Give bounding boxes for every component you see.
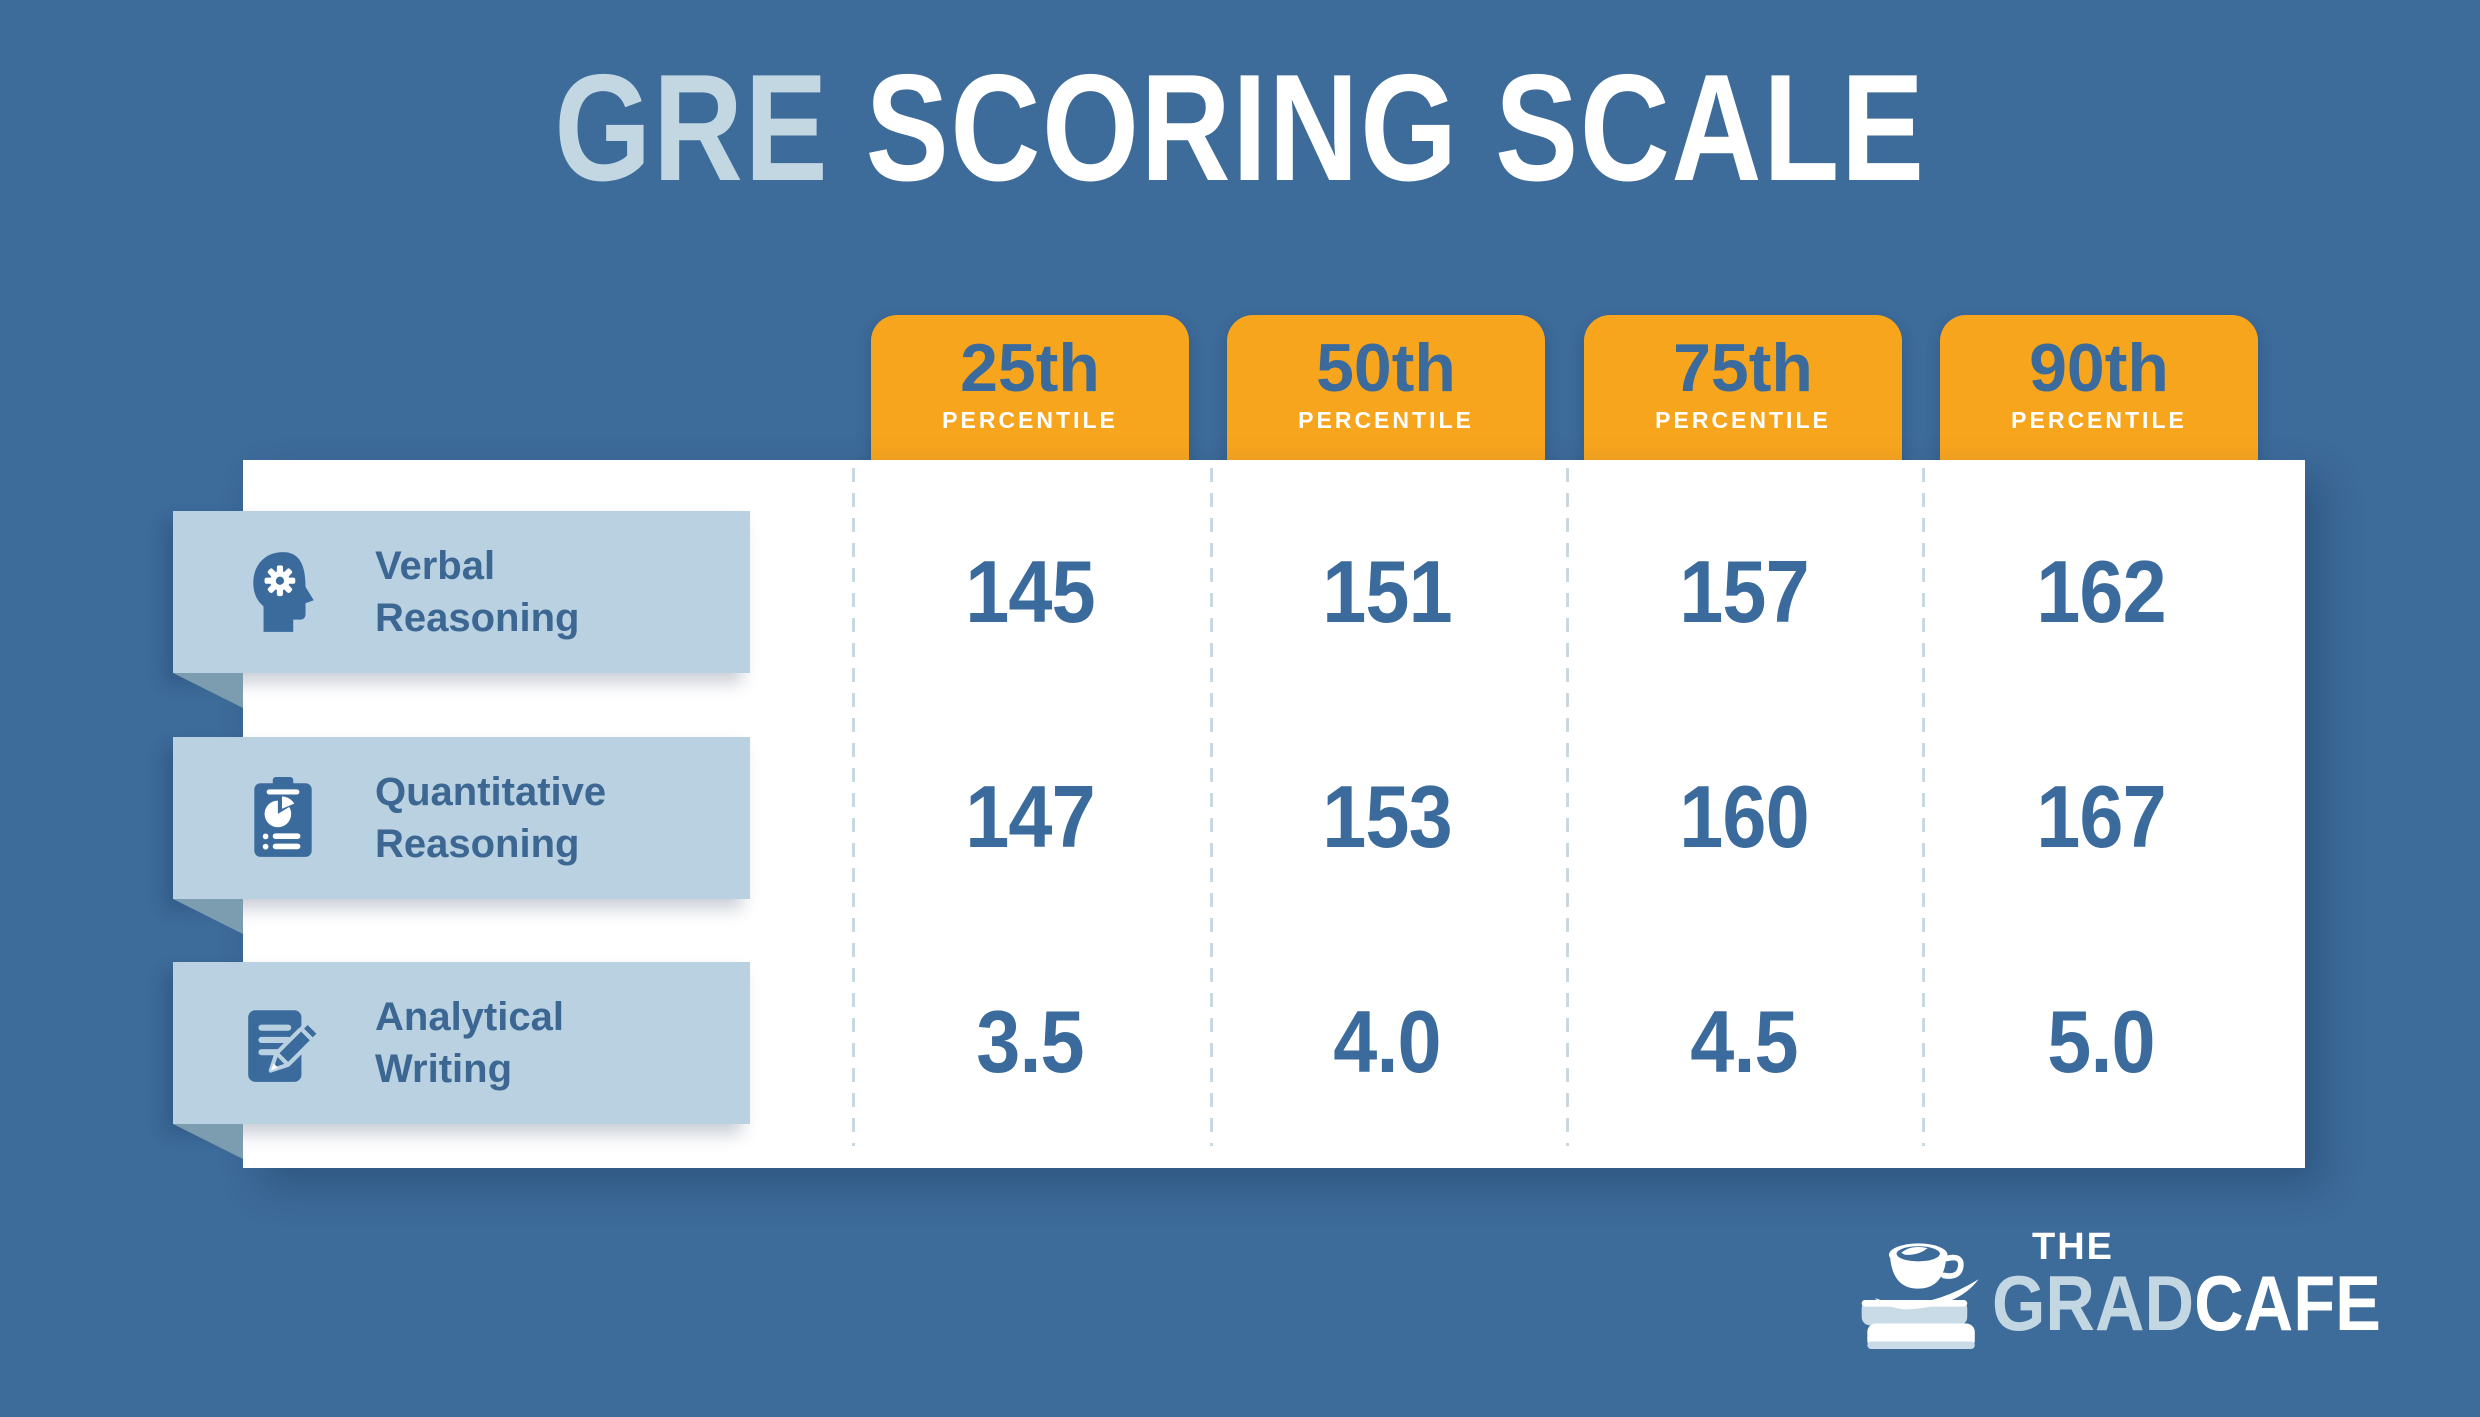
- logo-cafe-text: CAFE: [2194, 1259, 2381, 1347]
- percentile-label: PERCENTILE: [1298, 407, 1474, 433]
- score-cell: 167: [2036, 767, 2166, 866]
- score-cell: 157: [1679, 542, 1809, 641]
- row-label-text: Quantitative Reasoning: [375, 770, 607, 866]
- ribbon-fold: [173, 673, 243, 708]
- column-header-75th: 75th PERCENTILE: [1584, 315, 1902, 485]
- row-label-text: Verbal Reasoning: [375, 544, 580, 640]
- score-cell: 4.5: [1690, 992, 1798, 1091]
- title-highlight: GRE: [554, 43, 830, 213]
- row-label-quantitative-reasoning: Quantitative Reasoning: [173, 737, 750, 899]
- score-cell: 4.0: [1333, 992, 1441, 1091]
- column-header-90th: 90th PERCENTILE: [1940, 315, 2258, 485]
- logo-grad-text: GRAD: [1992, 1259, 2195, 1347]
- percentile-value: 50th: [1316, 330, 1456, 406]
- percentile-label: PERCENTILE: [942, 407, 1118, 433]
- row-label-text: Analytical Writing: [375, 995, 564, 1091]
- head-gear-icon: [253, 552, 314, 632]
- percentile-label: PERCENTILE: [2011, 407, 2187, 433]
- percentile-value: 90th: [2029, 330, 2169, 406]
- percentile-label: PERCENTILE: [1655, 407, 1831, 433]
- column-separator: [1922, 468, 1925, 1146]
- percentile-value: 25th: [960, 330, 1100, 406]
- column-separator: [852, 468, 855, 1146]
- ribbon-fold: [173, 1124, 243, 1159]
- score-cell: 3.5: [976, 992, 1084, 1091]
- column-separator: [1566, 468, 1569, 1146]
- row-label-analytical-writing: Analytical Writing: [173, 962, 750, 1124]
- row-label-verbal-reasoning: Verbal Reasoning: [173, 511, 750, 673]
- clipboard-chart-icon: [254, 777, 312, 857]
- score-cell: 145: [965, 542, 1095, 641]
- gradcafe-logo: GRADCAFE: [1992, 1258, 2381, 1349]
- page-title: GRE SCORING SCALE: [223, 48, 2257, 208]
- title-rest: SCORING SCALE: [829, 43, 1926, 213]
- percentile-value: 75th: [1673, 330, 1813, 406]
- score-cell: 153: [1322, 767, 1452, 866]
- score-cell: 147: [965, 767, 1095, 866]
- score-cell: 160: [1679, 767, 1809, 866]
- column-header-25th: 25th PERCENTILE: [871, 315, 1189, 485]
- gradcafe-cup-books-icon: [1861, 1243, 1979, 1349]
- score-cell: 162: [2036, 542, 2166, 641]
- column-header-50th: 50th PERCENTILE: [1227, 315, 1545, 485]
- logo-the-text: THE: [2032, 1226, 2114, 1268]
- score-cell: 151: [1322, 542, 1452, 641]
- ribbon-fold: [173, 899, 243, 934]
- pencil-paper-icon: [248, 1010, 321, 1082]
- score-cell: 5.0: [2047, 992, 2155, 1091]
- column-separator: [1210, 468, 1213, 1146]
